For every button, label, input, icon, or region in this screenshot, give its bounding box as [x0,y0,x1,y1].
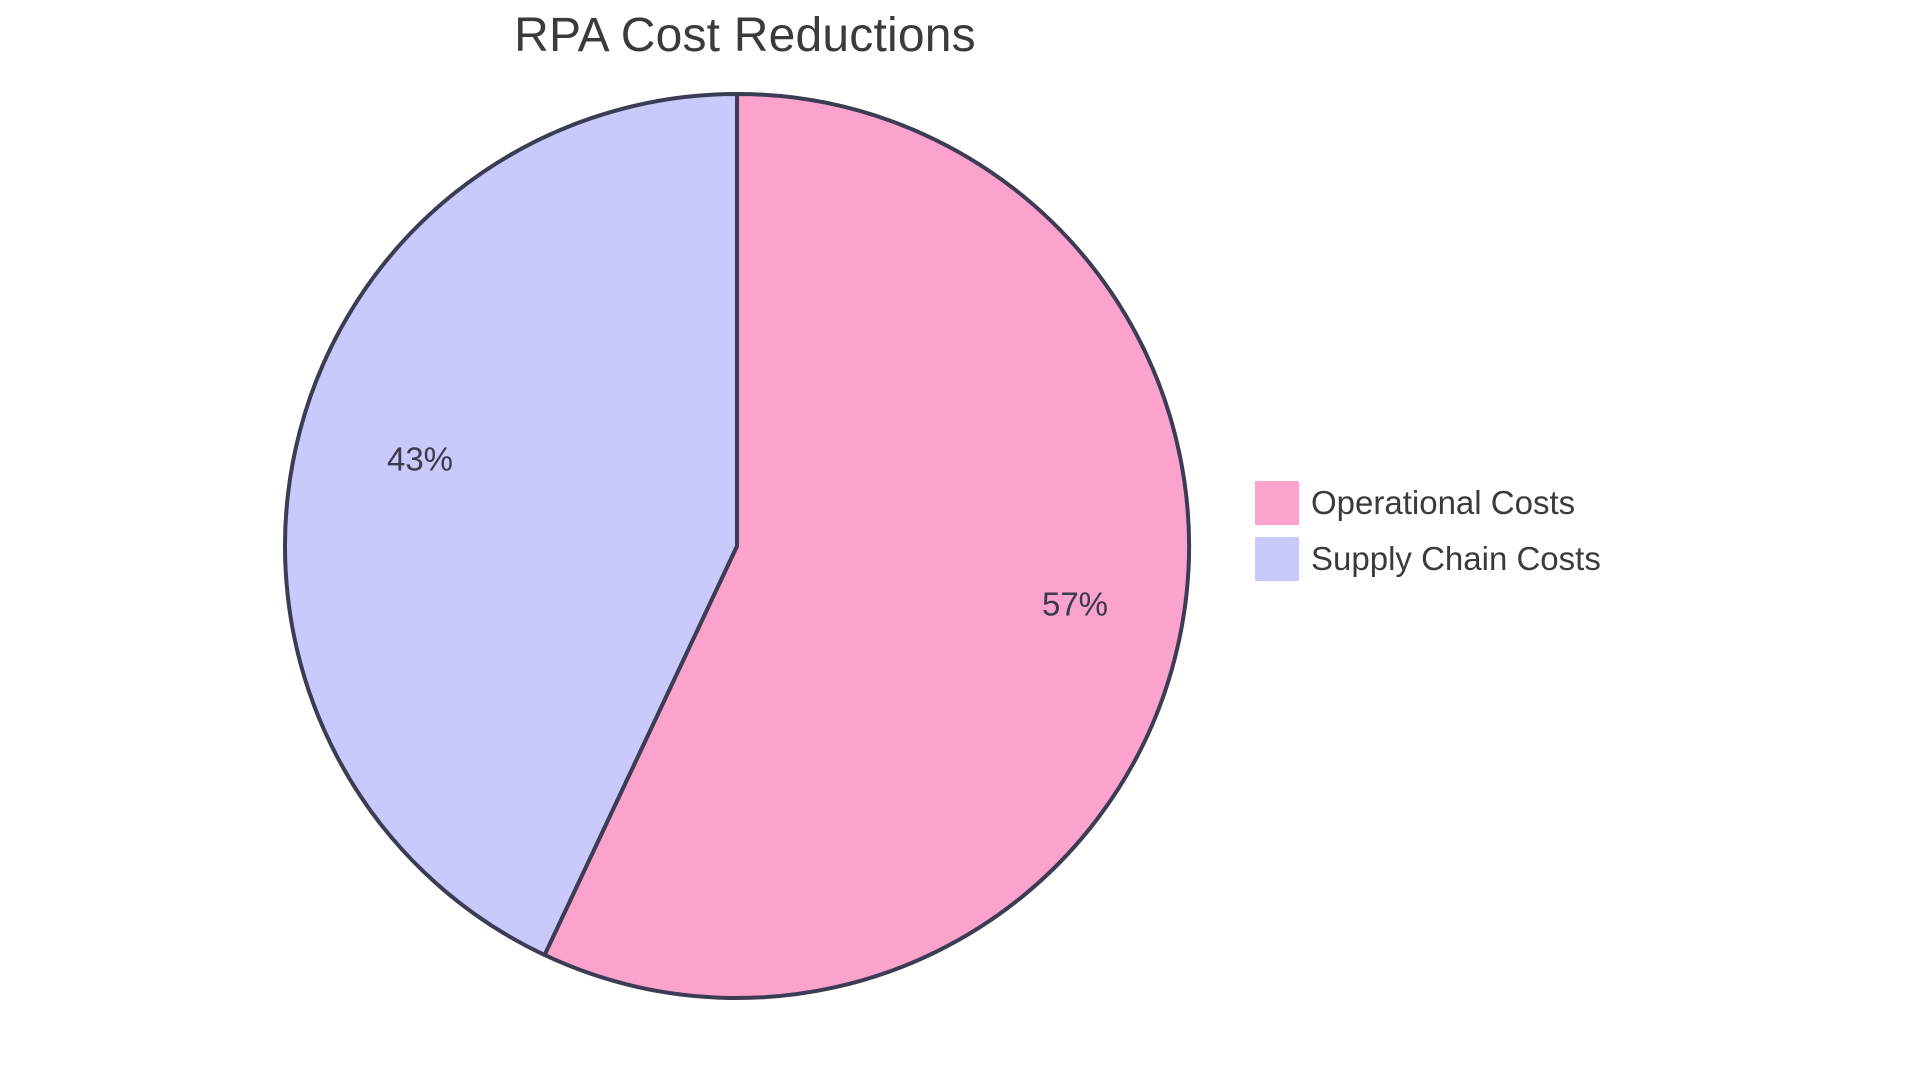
pie-slice-percent-label: 57% [1042,586,1108,623]
legend-item-operational-costs[interactable]: Operational Costs [1255,481,1601,525]
pie-slice[interactable] [542,92,1191,1000]
pie-slice-group [283,92,1191,1000]
legend-item-supply-chain-costs[interactable]: Supply Chain Costs [1255,537,1601,581]
chart-title: RPA Cost Reductions [514,9,976,62]
legend-item-label: Supply Chain Costs [1311,540,1601,577]
pie-slice[interactable] [283,92,739,957]
legend-item-label: Operational Costs [1311,484,1576,521]
legend-swatch-icon [1255,481,1299,525]
chart-legend: Operational Costs Supply Chain Costs [1255,481,1601,581]
pie-label-group: 57% 43% [387,441,1108,623]
pie-slice-percent-label: 43% [387,441,453,478]
legend-swatch-icon [1255,537,1299,581]
